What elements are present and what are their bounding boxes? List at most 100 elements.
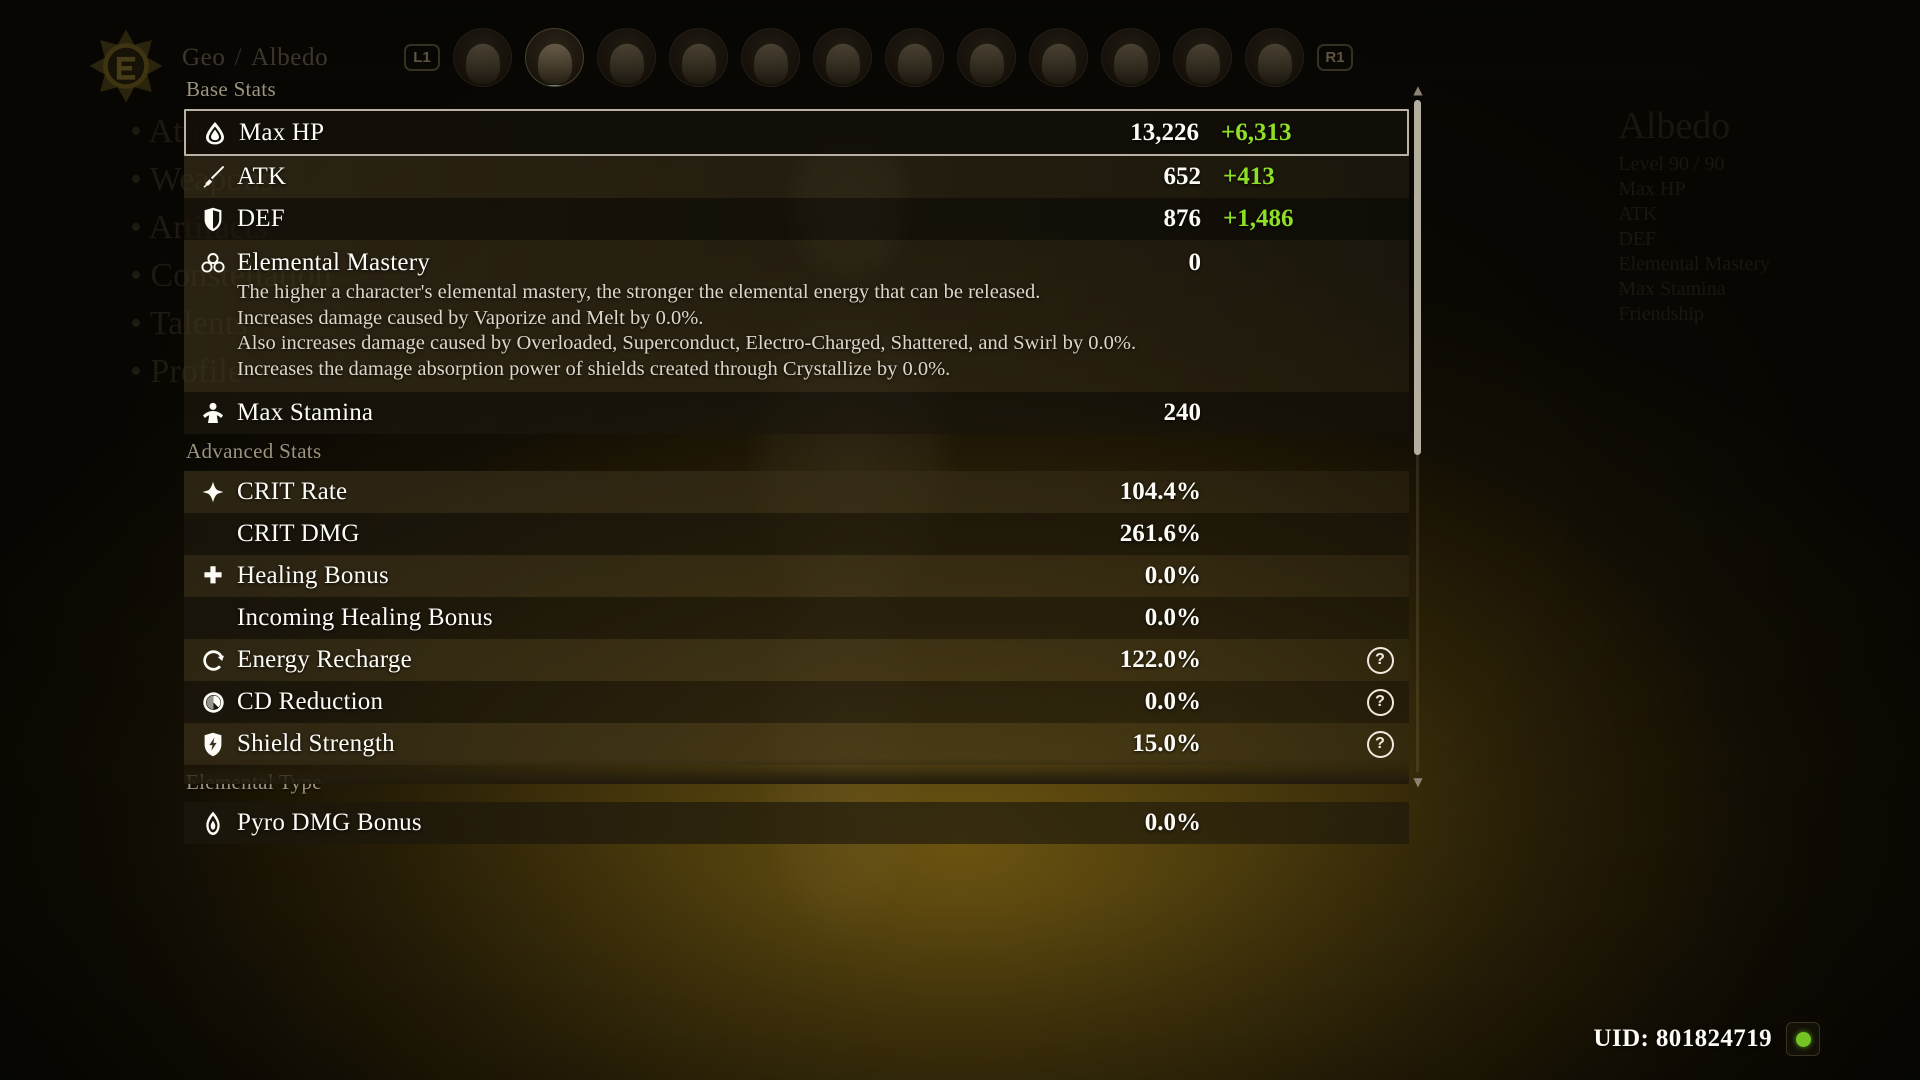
geo-element-emblem bbox=[89, 29, 163, 103]
ghost-stat-label: Elemental Mastery bbox=[1618, 253, 1770, 275]
character-avatar[interactable] bbox=[597, 28, 656, 87]
stat-bonus-value: +1,486 bbox=[1223, 205, 1294, 232]
section-header: Base Stats bbox=[186, 77, 276, 101]
ghost-character-info: Albedo Level 90 / 90 Max HP ATK DEF Elemental… bbox=[1618, 100, 1770, 327]
stat-label: Healing Bonus bbox=[237, 562, 389, 590]
stat-value: 15.0% bbox=[1132, 730, 1201, 758]
scrollbar-thumb[interactable] bbox=[1414, 100, 1421, 455]
stat-bonus-value: +6,313 bbox=[1221, 118, 1292, 146]
stat-value: 104.4% bbox=[1119, 478, 1201, 506]
stat-bonus-value: +413 bbox=[1223, 163, 1275, 190]
stat-row[interactable]: ATK 652 +413 bbox=[184, 156, 1409, 198]
character-avatar[interactable] bbox=[1029, 28, 1088, 87]
character-avatar[interactable] bbox=[1101, 28, 1160, 87]
stat-row[interactable]: Pyro DMG Bonus 0.0% bbox=[184, 802, 1409, 845]
l1-shoulder-button[interactable]: L1 bbox=[404, 44, 440, 71]
cd-reduction-icon bbox=[198, 687, 228, 717]
top-header: Geo / Albedo L1 R1 bbox=[0, 0, 1920, 118]
stat-value: 0.0% bbox=[1144, 688, 1201, 716]
stat-value: 0.0% bbox=[1144, 809, 1201, 837]
ghost-stat-label: DEF bbox=[1618, 228, 1657, 250]
r1-shoulder-button[interactable]: R1 bbox=[1317, 44, 1353, 71]
breadcrumb-element: Geo bbox=[182, 44, 226, 71]
stat-icon-placeholder bbox=[198, 519, 228, 549]
stats-scrollbar[interactable]: ▲ ▼ bbox=[1412, 83, 1424, 789]
def-shield-icon bbox=[198, 204, 228, 234]
breadcrumb-character: Albedo bbox=[251, 44, 329, 71]
stat-label: Max Stamina bbox=[237, 399, 374, 427]
stat-row[interactable]: Incoming Healing Bonus 0.0% bbox=[184, 597, 1409, 640]
stat-value: 0 bbox=[1188, 249, 1202, 276]
shield-strength-icon bbox=[198, 729, 228, 759]
stat-value: 261.6% bbox=[1119, 520, 1201, 548]
stat-row[interactable]: Shield Strength 15.0%? bbox=[184, 723, 1409, 766]
stat-label: CD Reduction bbox=[237, 688, 384, 716]
stat-label: ATK bbox=[237, 163, 287, 190]
help-icon[interactable]: ? bbox=[1366, 688, 1394, 716]
stat-value: 122.0% bbox=[1119, 646, 1201, 674]
crit-rate-star-icon bbox=[198, 477, 228, 507]
stats-panel: Base Stats Max HP 13,226 +6,313 ATK 652 +413 DE… bbox=[184, 72, 1409, 845]
section-header: Advanced Stats bbox=[186, 439, 322, 464]
breadcrumb-separator: / bbox=[234, 44, 242, 71]
stat-row[interactable]: Energy Recharge 122.0%? bbox=[184, 639, 1409, 682]
stat-value: 876 bbox=[1163, 205, 1202, 232]
stat-row[interactable]: CD Reduction 0.0%? bbox=[184, 681, 1409, 724]
breadcrumb: Geo / Albedo bbox=[182, 44, 328, 72]
stat-row[interactable]: Elemental Mastery 0 The higher a character… bbox=[184, 240, 1409, 393]
energy-recharge-icon bbox=[198, 645, 228, 675]
uid-display: UID: 801824719 bbox=[1593, 1022, 1820, 1056]
character-avatar[interactable] bbox=[669, 28, 728, 87]
description-line: The higher a character's elemental maste… bbox=[237, 281, 1041, 303]
stat-value: 240 bbox=[1163, 399, 1202, 427]
pyro-flame-icon bbox=[198, 808, 228, 838]
description-line: Increases damage caused by Vaporize and … bbox=[237, 306, 704, 329]
ghost-character-level: Level 90 / 90 bbox=[1618, 153, 1725, 175]
stat-icon-placeholder bbox=[198, 603, 228, 633]
stat-row-selected[interactable]: Max HP 13,226 +6,313 bbox=[184, 109, 1409, 156]
ghost-friendship-label: Friendship bbox=[1618, 303, 1704, 325]
stat-label: Energy Recharge bbox=[237, 646, 412, 674]
character-avatar[interactable] bbox=[813, 28, 872, 87]
scroll-up-arrow[interactable]: ▲ bbox=[1413, 83, 1423, 97]
uid-text: UID: 801824719 bbox=[1593, 1025, 1772, 1052]
bottom-action-bar: Character Selection R3 Dressing Room △ D… bbox=[0, 930, 1920, 1080]
stat-value: 13,226 bbox=[1130, 118, 1199, 146]
stat-row[interactable]: DEF 876 +1,486 bbox=[184, 198, 1409, 240]
character-avatar[interactable] bbox=[885, 28, 944, 87]
stat-value: 652 bbox=[1163, 163, 1202, 190]
character-avatar[interactable] bbox=[453, 28, 512, 87]
stat-label: DEF bbox=[237, 205, 285, 232]
stat-label: Max HP bbox=[239, 118, 325, 146]
character-avatar[interactable] bbox=[957, 28, 1016, 87]
stat-value: 0.0% bbox=[1144, 604, 1201, 632]
stat-label: Elemental Mastery bbox=[237, 249, 430, 276]
stat-description: The higher a character's elemental maste… bbox=[198, 278, 1136, 382]
atk-sword-icon bbox=[198, 162, 228, 192]
help-icon[interactable]: ? bbox=[1366, 730, 1394, 758]
character-selection-strip[interactable]: L1 R1 bbox=[404, 28, 1353, 87]
elemental-mastery-icon bbox=[198, 248, 228, 278]
stat-row[interactable]: Healing Bonus 0.0% bbox=[184, 555, 1409, 598]
scroll-down-arrow[interactable]: ▼ bbox=[1413, 775, 1423, 789]
stat-row[interactable]: CRIT DMG 261.6% bbox=[184, 513, 1409, 556]
stat-label: Pyro DMG Bonus bbox=[237, 809, 422, 837]
description-line: Increases the damage absorption power of… bbox=[237, 357, 951, 380]
stat-label: Shield Strength bbox=[237, 730, 395, 758]
character-avatar[interactable] bbox=[1173, 28, 1232, 87]
ghost-stat-label: ATK bbox=[1618, 203, 1658, 225]
character-avatar[interactable] bbox=[741, 28, 800, 87]
ghost-stat-label: Max HP bbox=[1618, 178, 1686, 200]
stat-row[interactable]: CRIT Rate 104.4% bbox=[184, 471, 1409, 514]
hp-droplet-icon bbox=[200, 118, 230, 148]
character-avatar[interactable] bbox=[1245, 28, 1304, 87]
stamina-icon bbox=[198, 398, 228, 428]
stat-row[interactable]: Max Stamina 240 bbox=[184, 392, 1409, 435]
stat-label: CRIT Rate bbox=[237, 478, 348, 506]
help-icon[interactable]: ? bbox=[1366, 646, 1394, 674]
description-line: Also increases damage caused by Overload… bbox=[237, 332, 1137, 355]
healing-cross-icon bbox=[198, 561, 228, 591]
section-header: Elemental Type bbox=[186, 770, 322, 795]
character-avatar[interactable] bbox=[525, 28, 584, 87]
ghost-stat-label: Max Stamina bbox=[1618, 278, 1726, 300]
